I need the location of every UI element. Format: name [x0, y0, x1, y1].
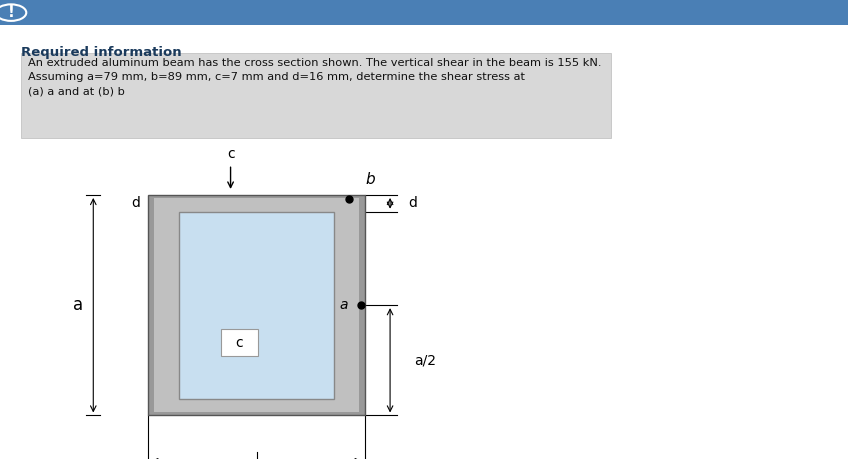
Text: c: c — [236, 336, 243, 350]
Text: a: a — [73, 296, 83, 314]
Bar — [154, 198, 359, 412]
Text: d: d — [409, 196, 417, 210]
Text: !: ! — [8, 5, 14, 20]
Bar — [0, 0, 848, 25]
Text: Required information: Required information — [21, 46, 181, 59]
Bar — [179, 212, 334, 399]
Text: a/2: a/2 — [414, 353, 436, 367]
Text: c: c — [226, 146, 234, 161]
Bar — [21, 53, 611, 138]
FancyBboxPatch shape — [220, 329, 258, 356]
Text: An extruded aluminum beam has the cross section shown. The vertical shear in the: An extruded aluminum beam has the cross … — [28, 58, 601, 96]
Text: $a$: $a$ — [339, 298, 349, 312]
Circle shape — [0, 4, 26, 21]
Text: $b$: $b$ — [365, 171, 376, 187]
Bar — [148, 195, 365, 415]
Text: d: d — [131, 196, 140, 210]
